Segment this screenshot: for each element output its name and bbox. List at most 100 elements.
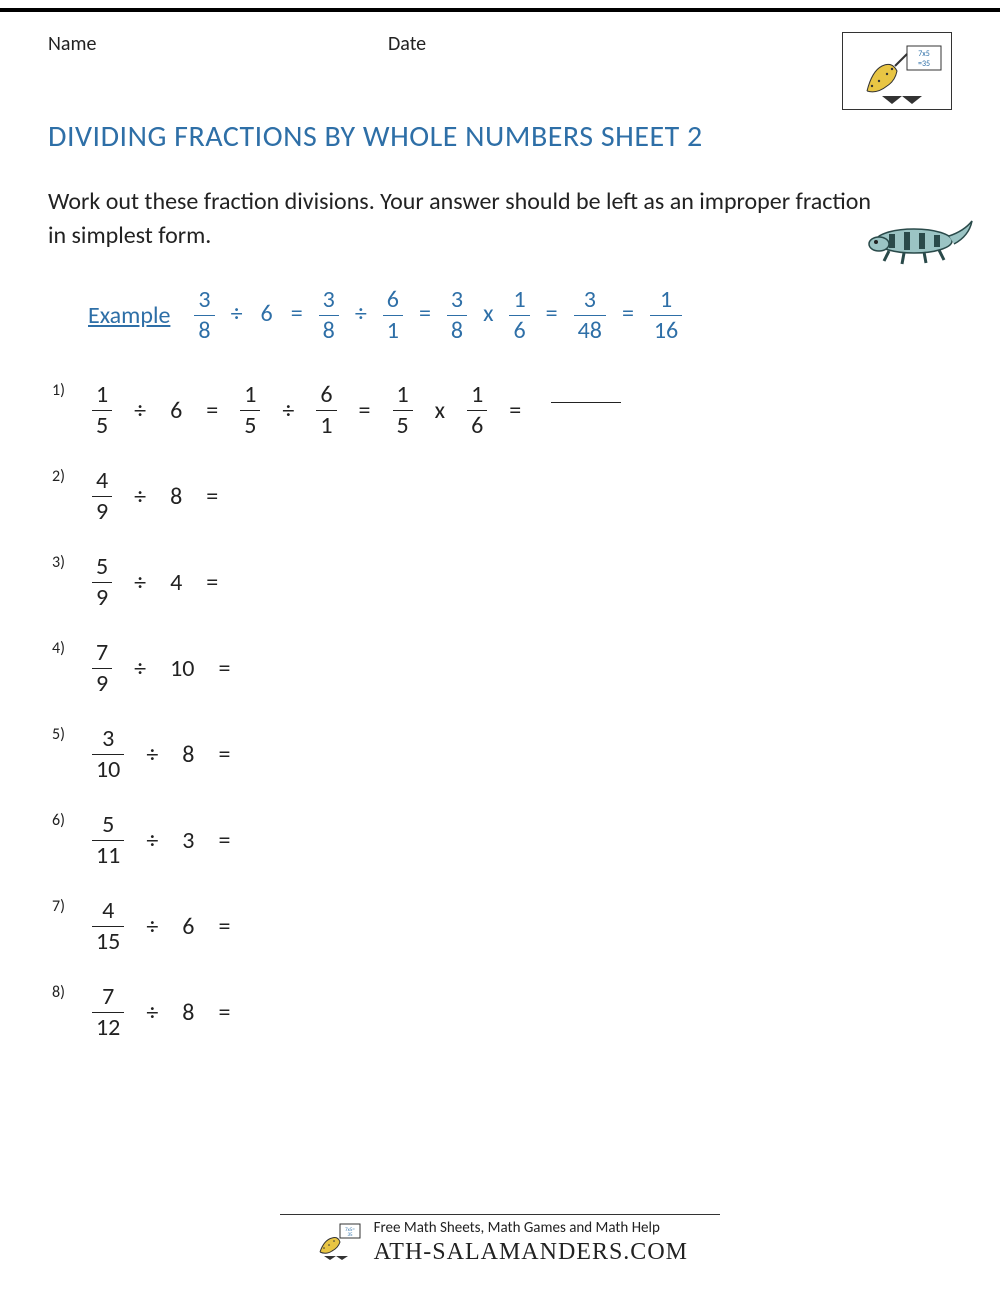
whole-number: 8 (170, 482, 182, 511)
fraction: 38 (319, 288, 339, 343)
whole-number: 6 (261, 299, 273, 328)
svg-text:35: 35 (347, 1232, 353, 1238)
problem-row: 4) 79 ÷ 10 = (48, 637, 952, 699)
problem-steps: 49 ÷ 8 = (86, 469, 234, 524)
footer-brand: ATH-SALAMANDERS.COM (374, 1239, 688, 1266)
whole-number: 8 (182, 740, 194, 769)
operator: = (509, 396, 521, 425)
footer-logo-icon: 7x5= 35 (312, 1220, 362, 1265)
problem-number: 6) (48, 809, 86, 830)
problem-number: 1) (48, 379, 86, 400)
operator: ÷ (134, 654, 146, 683)
operator: = (206, 396, 218, 425)
salamander-logo-icon: 7x5 =35 (847, 36, 947, 106)
operator: ÷ (134, 568, 146, 597)
problem-row: 3)59÷4= (48, 551, 952, 613)
problem-row: 7) 415 ÷ 6 = (48, 895, 952, 957)
fraction: 415 (92, 899, 124, 954)
problem-number: 7) (48, 895, 86, 916)
operator: = (622, 299, 634, 328)
problem-steps: 310 ÷ 8 = (86, 727, 246, 782)
operator: ÷ (355, 299, 367, 328)
fraction: 712 (92, 985, 124, 1040)
fraction: 16 (467, 383, 487, 438)
fraction: 49 (92, 469, 112, 524)
fraction: 16 (509, 288, 529, 343)
worksheet-title: DIVIDING FRACTIONS BY WHOLE NUMBERS SHEE… (48, 118, 952, 155)
operator: = (206, 482, 218, 511)
operator: = (218, 826, 230, 855)
operator: = (218, 998, 230, 1027)
operator: x (435, 396, 445, 425)
example-steps: 38 ÷ 6 = 38 ÷ 61 = 38 x 16 = 348 = 116 (188, 288, 688, 343)
whole-number: 6 (170, 396, 182, 425)
svg-text:7x5: 7x5 (918, 49, 930, 59)
problem-number: 3) (48, 551, 86, 572)
fraction: 15 (393, 383, 413, 438)
problem-row: 8) 712 ÷ 8 = (48, 981, 952, 1043)
problem-row: 2) 49 ÷ 8 = (48, 465, 952, 527)
problem-steps: 511 ÷ 3 = (86, 813, 246, 868)
operator: ÷ (146, 912, 158, 941)
fraction: 38 (447, 288, 467, 343)
logo-box: 7x5 =35 (842, 32, 952, 110)
fraction: 79 (92, 641, 112, 696)
problem-number: 8) (48, 981, 86, 1002)
example-label: Example (88, 301, 170, 330)
whole-number: 3 (182, 826, 194, 855)
footer: 7x5= 35 Free Math Sheets, Math Games and… (0, 1214, 1000, 1266)
problem-row: 1) 15 ÷ 6 = 15 ÷ 61 = 15 x 16 = (48, 379, 952, 441)
fraction: 38 (194, 288, 214, 343)
fraction: 61 (316, 383, 336, 438)
operator: = (218, 654, 230, 683)
operator: ÷ (146, 826, 158, 855)
lizard-icon (854, 206, 974, 281)
footer-rule (280, 1214, 720, 1215)
problems-list: 1) 15 ÷ 6 = 15 ÷ 61 = 15 x 16 = 2) 49 ÷ 8 = 3) 59 ÷ 4 = 4) 79 ÷ 10… (48, 379, 952, 1043)
operator: = (218, 912, 230, 941)
fraction: 15 (240, 383, 260, 438)
whole-number: 8 (182, 998, 194, 1027)
fraction: 310 (92, 727, 124, 782)
operator: ÷ (282, 396, 294, 425)
operator: ÷ (231, 299, 243, 328)
problem-steps: 15 ÷ 6 = 15 ÷ 61 = 15 x 16 = (86, 383, 621, 438)
problem-steps: 79 ÷ 10 = (86, 641, 246, 696)
operator: ÷ (134, 396, 146, 425)
fraction: 511 (92, 813, 124, 868)
problem-number: 5) (48, 723, 86, 744)
fraction: 116 (650, 288, 682, 343)
fraction: 15 (92, 383, 112, 438)
operator: ÷ (134, 482, 146, 511)
date-label: Date (388, 32, 842, 56)
fraction: 61 (383, 288, 403, 343)
operator: = (419, 299, 431, 328)
svg-text:=35: =35 (918, 59, 930, 69)
problem-steps: 415 ÷ 6 = (86, 899, 246, 954)
worksheet-page: Name Date 7x5 =35 DIVIDING FRACTIONS BY … (0, 12, 1000, 1043)
header-row: Name Date 7x5 =35 (48, 32, 952, 110)
footer-tagline: Free Math Sheets, Math Games and Math He… (374, 1219, 688, 1237)
whole-number: 4 (170, 568, 182, 597)
operator: = (291, 299, 303, 328)
instructions-text: Work out these fraction divisions. Your … (48, 185, 888, 252)
problem-number: 4) (48, 637, 86, 658)
example-row: Example 38 ÷ 6 = 38 ÷ 61 = 38 x 16 = 348 = 116 (88, 288, 952, 343)
operator: ÷ (146, 740, 158, 769)
problem-row: 5) 310 ÷ 8 = (48, 723, 952, 785)
problem-row: 6) 511 ÷ 3 = (48, 809, 952, 871)
whole-number: 10 (170, 654, 194, 683)
operator: = (218, 740, 230, 769)
problem-steps: 59÷4= (86, 555, 234, 610)
name-label: Name (48, 32, 388, 56)
problem-steps: 712 ÷ 8 = (86, 985, 246, 1040)
operator: = (546, 299, 558, 328)
answer-blank[interactable] (551, 402, 621, 403)
whole-number: 6 (182, 912, 194, 941)
problem-number: 2) (48, 465, 86, 486)
fraction: 59 (92, 555, 112, 610)
operator: x (483, 299, 493, 328)
operator: = (359, 396, 371, 425)
operator: ÷ (146, 998, 158, 1027)
fraction: 348 (574, 288, 606, 343)
